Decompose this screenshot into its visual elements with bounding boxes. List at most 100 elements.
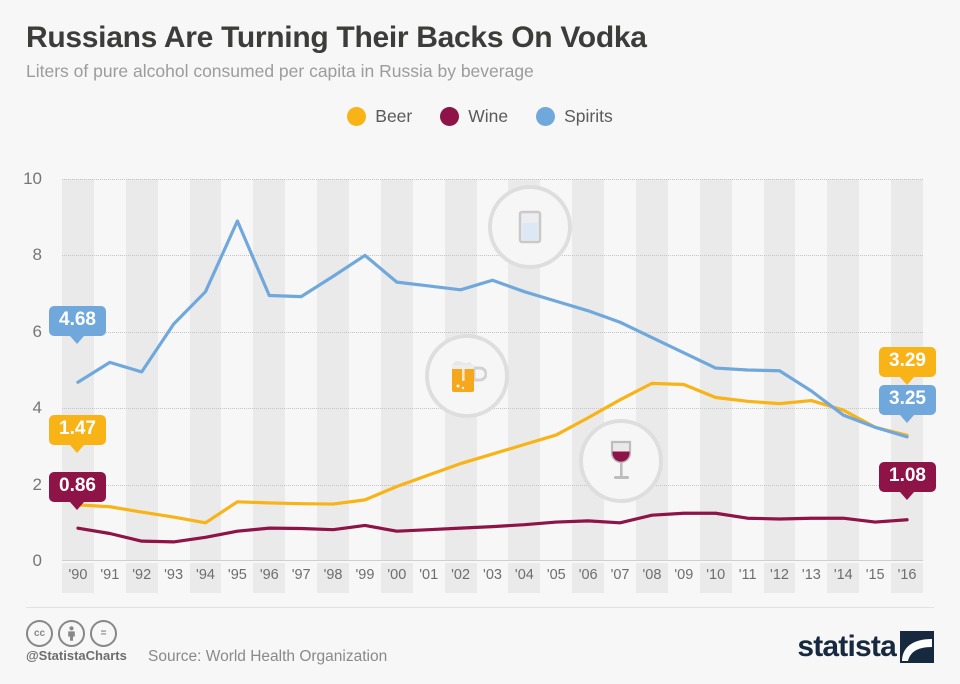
plot-band xyxy=(317,179,349,561)
gridline xyxy=(62,255,923,257)
series-line-wine xyxy=(78,513,907,542)
y-axis-tick-label: 0 xyxy=(32,551,42,570)
x-axis-tick-label: '97 xyxy=(291,567,311,583)
value-callout-wine-start: 0.86 xyxy=(49,472,106,510)
x-label-band xyxy=(444,563,477,593)
x-axis-tick-label: '00 xyxy=(387,567,407,583)
plot-band xyxy=(827,179,860,561)
x-axis-tick-label: '12 xyxy=(770,567,789,583)
x-axis-tick-label: '99 xyxy=(355,567,375,583)
x-label-band xyxy=(636,563,668,593)
y-axis-tick-label: 8 xyxy=(32,245,42,265)
legend-item-wine[interactable]: Wine xyxy=(440,106,508,127)
x-label-band xyxy=(699,563,732,593)
statista-wordmark: statista xyxy=(797,630,896,663)
plot-band xyxy=(189,179,222,561)
callout-value: 1.08 xyxy=(889,465,926,486)
x-axis-tick-label: '03 xyxy=(483,567,502,583)
x-axis-tick-label: '98 xyxy=(323,567,343,583)
callout-tail xyxy=(900,414,915,423)
x-axis-tick-label: '02 xyxy=(451,567,471,583)
chart-plot-area xyxy=(62,179,923,561)
x-axis-tick-label: '07 xyxy=(610,567,630,583)
x-label-band xyxy=(763,563,796,593)
plot-band xyxy=(572,179,605,561)
x-label-band xyxy=(827,563,860,593)
x-axis-tick-label: '11 xyxy=(738,567,757,583)
y-axis-labels: 0 2 4 6 8 10 xyxy=(0,169,54,570)
value-callout-beer-start: 1.47 xyxy=(49,415,106,453)
value-callout-wine-end: 1.08 xyxy=(879,462,936,500)
x-label-band xyxy=(317,563,349,593)
x-axis-tick-label: '92 xyxy=(132,567,152,583)
y-axis-tick-label: 6 xyxy=(32,321,42,341)
x-axis-tick-label: '16 xyxy=(897,567,917,583)
x-label-band xyxy=(508,563,541,593)
statista-logo[interactable]: statista xyxy=(797,630,934,664)
statista-logomark xyxy=(900,631,934,663)
statista-handle: @StatistaCharts xyxy=(26,648,127,663)
callout-tail xyxy=(70,501,85,510)
plot-band xyxy=(380,179,413,561)
x-axis-labels: '90 '91 '92 '93 '94 '95 '96 '97 '98 '99 '00 '01 '02 '… xyxy=(62,563,923,593)
x-axis-tick-label: '04 xyxy=(514,567,534,583)
x-axis-tick-label: '05 xyxy=(546,567,566,583)
footer-divider xyxy=(26,607,934,608)
y-axis-tick-label: 4 xyxy=(32,398,42,418)
x-axis-tick-label: '94 xyxy=(196,567,215,583)
callout-tail xyxy=(70,335,85,344)
callout-tail xyxy=(900,376,915,385)
callout-tail xyxy=(900,491,915,500)
x-label-band xyxy=(572,563,605,593)
callout-value: 1.47 xyxy=(59,418,96,439)
plot-band xyxy=(253,179,286,561)
x-axis-tick-label: '14 xyxy=(833,567,853,583)
gridline xyxy=(62,484,923,486)
x-axis-tick-label: '15 xyxy=(865,567,885,583)
cc-by-icon[interactable] xyxy=(58,620,85,647)
x-axis-tick-label: '93 xyxy=(164,567,184,583)
x-axis-tick-label: '90 xyxy=(68,567,88,583)
callout-value: 3.29 xyxy=(889,350,926,371)
legend-label: Spirits xyxy=(564,106,613,126)
x-axis-tick-label: '96 xyxy=(259,567,279,583)
wine-dot xyxy=(440,107,460,126)
y-axis-tick-label: 10 xyxy=(23,169,42,188)
value-callout-beer-end: 3.29 xyxy=(879,347,936,385)
shot-glass-icon xyxy=(488,185,572,269)
series-line-spirits xyxy=(78,221,907,437)
value-callout-spirits-end: 3.25 xyxy=(879,385,936,423)
x-axis-baseline xyxy=(62,560,923,561)
x-label-band xyxy=(891,563,923,593)
x-label-band xyxy=(380,563,413,593)
cc-license-icon[interactable]: cc xyxy=(26,620,53,647)
beer-dot xyxy=(347,107,367,126)
plot-background-bands xyxy=(62,179,923,561)
wine-glass-icon xyxy=(579,419,663,503)
x-axis-tick-label: '95 xyxy=(227,567,247,583)
legend-item-spirits[interactable]: Spirits xyxy=(536,106,613,127)
x-label-band xyxy=(62,563,94,593)
value-callout-spirits-start: 4.68 xyxy=(49,306,106,344)
x-axis-tick-label: '08 xyxy=(642,567,662,583)
beer-mug-icon xyxy=(425,334,509,418)
x-axis-tick-label: '13 xyxy=(801,567,821,583)
x-label-band xyxy=(189,563,222,593)
page-subtitle: Liters of pure alcohol consumed per capi… xyxy=(26,61,534,82)
x-label-band xyxy=(253,563,286,593)
x-axis-tick-label: '10 xyxy=(706,567,726,583)
x-axis-tick-label: '09 xyxy=(674,567,694,583)
legend-label: Beer xyxy=(375,106,413,126)
legend-item-beer[interactable]: Beer xyxy=(347,106,412,127)
legend-label: Wine xyxy=(468,106,509,126)
spirits-dot xyxy=(536,107,556,126)
x-axis-tick-label: '91 xyxy=(100,567,120,583)
series-line-beer xyxy=(78,383,907,522)
x-axis-tick-label: '06 xyxy=(578,567,598,583)
page-title: Russians Are Turning Their Backs On Vodk… xyxy=(26,21,647,54)
callout-value: 0.86 xyxy=(59,475,96,496)
chart-series-lines xyxy=(62,179,923,561)
cc-nd-icon[interactable]: = xyxy=(90,620,117,647)
x-axis-tick-label: '01 xyxy=(419,567,439,583)
